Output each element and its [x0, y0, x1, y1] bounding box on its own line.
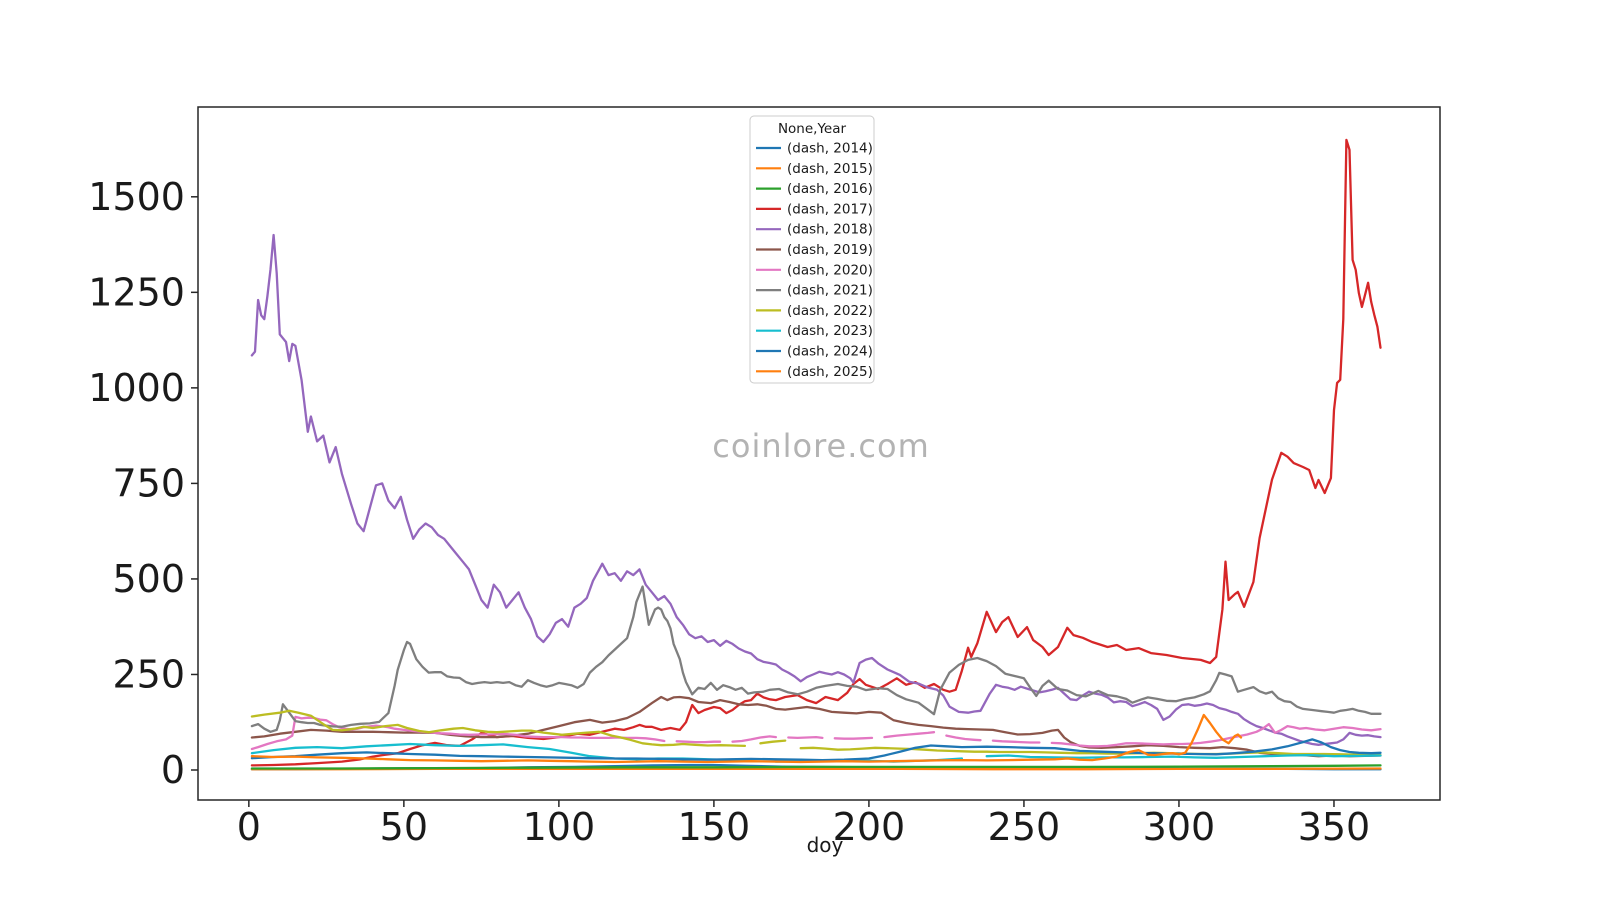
legend-entry: (dash, 2017) [756, 201, 873, 217]
y-tick-label: 1250 [88, 270, 185, 314]
legend-entry-label: (dash, 2016) [787, 181, 873, 197]
legend-title: None,Year [778, 121, 847, 137]
legend: None,Year (dash, 2014)(dash, 2015)(dash,… [749, 115, 875, 384]
y-tick-label: 750 [112, 461, 185, 505]
legend-entry: (dash, 2018) [756, 222, 873, 238]
legend-box [749, 115, 875, 384]
series-line [250, 738, 1382, 762]
legend-entries: (dash, 2014) (dash, 2015) (dash, 2016) (das… [756, 141, 873, 380]
series-line [250, 764, 1382, 770]
legend-entry-label: (dash, 2021) [787, 283, 873, 299]
legend-entry: (dash, 2022) [756, 303, 873, 319]
x-tick-label: 300 [1143, 805, 1216, 849]
x-tick-label: 350 [1298, 805, 1371, 849]
legend-entry: (dash, 2024) [756, 344, 873, 360]
legend-entry-label: (dash, 2024) [787, 344, 873, 360]
legend-entry-label: (dash, 2025) [787, 364, 873, 380]
legend-entry: (dash, 2019) [756, 242, 873, 258]
legend-entry: (dash, 2025) [756, 364, 873, 380]
series-line [250, 713, 1243, 764]
x-tick-label: 100 [523, 805, 596, 849]
x-tick-label: 50 [380, 805, 428, 849]
watermark: coinlore.com [712, 427, 929, 465]
y-tick-label: 0 [161, 748, 185, 792]
legend-entry-label: (dash, 2022) [787, 303, 873, 319]
legend-entry-label: (dash, 2018) [787, 222, 873, 238]
legend-entry: (dash, 2015) [756, 161, 873, 177]
y-tick-label: 1000 [88, 366, 185, 410]
legend-entry: (dash, 2021) [756, 283, 873, 299]
x-axis-label: doy [807, 833, 844, 857]
y-tick-label: 500 [112, 557, 185, 601]
legend-entry-label: (dash, 2017) [787, 201, 873, 217]
legend-entry-label: (dash, 2014) [787, 141, 873, 157]
plot-lines [250, 138, 1382, 771]
x-tick-label: 150 [678, 805, 751, 849]
x-tick-label: 200 [833, 805, 906, 849]
x-tick-label: 0 [237, 805, 261, 849]
series-line [250, 585, 1382, 733]
y-tick-label: 1500 [88, 175, 185, 219]
series-line [250, 695, 1382, 758]
y-tick-label: 250 [112, 652, 185, 696]
legend-entry-label: (dash, 2015) [787, 161, 873, 177]
legend-entry: (dash, 2020) [756, 262, 873, 278]
legend-entry-label: (dash, 2020) [787, 262, 873, 278]
plot-area [197, 106, 1441, 801]
legend-entry: (dash, 2014) [756, 141, 873, 157]
series-line [250, 233, 1382, 746]
x-axis-ticks: 0 50 100 150 200 250 300 350 [237, 800, 1370, 849]
y-axis-ticks: 0 250 500 750 1000 1250 1500 [88, 175, 198, 792]
legend-entry: (dash, 2016) [756, 181, 873, 197]
series-line [250, 709, 1382, 757]
legend-entry: (dash, 2023) [756, 323, 873, 339]
legend-entry-label: (dash, 2019) [787, 242, 873, 258]
legend-entry-label: (dash, 2023) [787, 323, 873, 339]
x-tick-label: 250 [988, 805, 1061, 849]
